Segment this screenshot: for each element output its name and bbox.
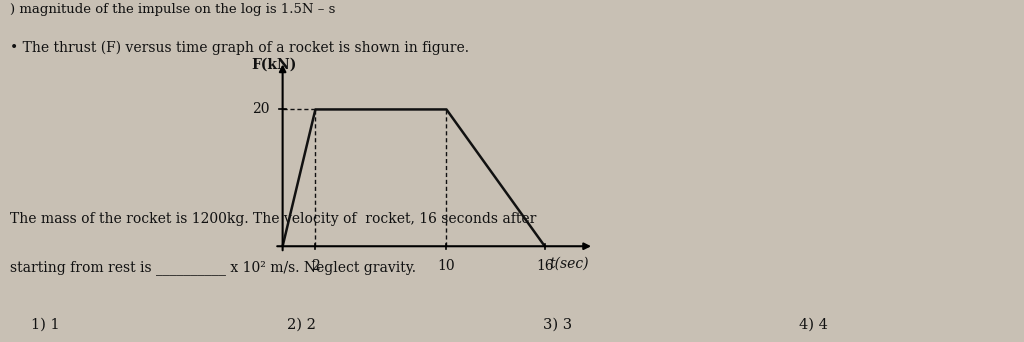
- Text: 2: 2: [311, 259, 319, 273]
- Text: 20: 20: [252, 103, 269, 116]
- Text: 2) 2: 2) 2: [287, 318, 315, 332]
- Text: t(sec): t(sec): [550, 256, 589, 270]
- Text: F(kN): F(kN): [252, 58, 297, 72]
- Text: 3) 3: 3) 3: [543, 318, 571, 332]
- Text: • The thrust (F) versus time graph of a rocket is shown in figure.: • The thrust (F) versus time graph of a …: [10, 41, 469, 55]
- Text: 4) 4: 4) 4: [799, 318, 827, 332]
- Text: 1) 1: 1) 1: [31, 318, 59, 332]
- Text: 16: 16: [536, 259, 554, 273]
- Text: 10: 10: [437, 259, 456, 273]
- Text: starting from rest is __________ x 10² m/s. Neglect gravity.: starting from rest is __________ x 10² m…: [10, 260, 416, 275]
- Text: The mass of the rocket is 1200kg. The velocity of  rocket, 16 seconds after: The mass of the rocket is 1200kg. The ve…: [10, 212, 537, 226]
- Text: ) magnitude of the impulse on the log is 1.5N – s: ) magnitude of the impulse on the log is…: [10, 3, 336, 16]
